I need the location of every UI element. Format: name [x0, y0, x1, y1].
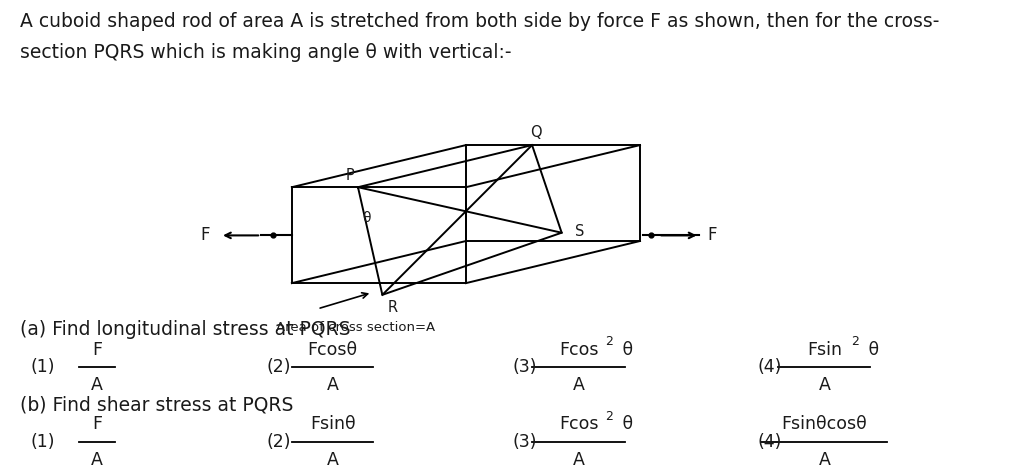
Text: (2): (2) — [266, 433, 291, 451]
Text: θ: θ — [863, 341, 880, 358]
Text: (1): (1) — [31, 358, 55, 376]
Text: F: F — [92, 416, 102, 433]
Text: A: A — [818, 451, 830, 468]
Text: (3): (3) — [512, 358, 537, 376]
Text: (2): (2) — [266, 358, 291, 376]
Text: F: F — [92, 341, 102, 358]
Text: section PQRS which is making angle θ with vertical:-: section PQRS which is making angle θ wit… — [20, 43, 512, 62]
Text: Fcos: Fcos — [559, 416, 598, 433]
Text: Fsin: Fsin — [807, 341, 842, 358]
Text: θ: θ — [361, 211, 371, 225]
Text: A: A — [818, 376, 830, 394]
Text: A: A — [572, 451, 585, 468]
Text: Fsinθcosθ: Fsinθcosθ — [781, 416, 867, 433]
Text: (4): (4) — [758, 433, 782, 451]
Text: A: A — [327, 376, 339, 394]
Text: Fcosθ: Fcosθ — [308, 341, 357, 358]
Text: A: A — [91, 376, 103, 394]
Text: Fcos: Fcos — [559, 341, 598, 358]
Text: (a) Find longitudinal stress at PQRS: (a) Find longitudinal stress at PQRS — [20, 321, 351, 339]
Text: A: A — [572, 376, 585, 394]
Text: R: R — [387, 300, 397, 315]
Text: Q: Q — [530, 125, 542, 140]
Text: F: F — [708, 227, 717, 244]
Text: Fsinθ: Fsinθ — [310, 416, 355, 433]
Text: θ: θ — [617, 341, 634, 358]
Text: (4): (4) — [758, 358, 782, 376]
Text: (b) Find shear stress at PQRS: (b) Find shear stress at PQRS — [20, 395, 294, 414]
Text: Area of cross section=A: Area of cross section=A — [276, 321, 435, 334]
Text: 2: 2 — [851, 335, 859, 348]
Text: θ: θ — [617, 416, 634, 433]
Text: (3): (3) — [512, 433, 537, 451]
Text: A: A — [327, 451, 339, 468]
Text: P: P — [345, 168, 354, 183]
Text: (1): (1) — [31, 433, 55, 451]
Text: 2: 2 — [605, 335, 613, 348]
Text: 2: 2 — [605, 410, 613, 423]
Text: A cuboid shaped rod of area A is stretched from both side by force F as shown, t: A cuboid shaped rod of area A is stretch… — [20, 12, 940, 31]
Text: A: A — [91, 451, 103, 468]
Text: S: S — [575, 224, 585, 239]
Text: F: F — [201, 227, 210, 244]
